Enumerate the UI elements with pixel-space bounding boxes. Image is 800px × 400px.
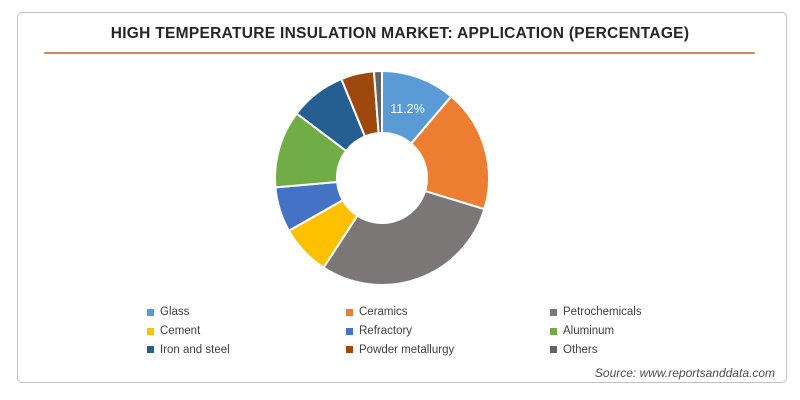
title-underline <box>44 52 755 54</box>
legend-marker-powder-metallurgy <box>346 346 353 354</box>
slice-others <box>372 69 383 135</box>
legend-marker-iron-and-steel <box>147 346 154 354</box>
legend-item-refractory: Refractory <box>346 325 550 337</box>
legend-marker-petrochemicals <box>550 308 557 316</box>
legend-label: Powder metallurgy <box>359 343 455 356</box>
legend-item-glass: Glass <box>147 306 346 318</box>
legend-marker-cement <box>147 327 154 335</box>
legend-label: Ceramics <box>359 306 408 319</box>
legend-marker-glass <box>147 308 154 316</box>
legend-marker-aluminum <box>550 327 557 335</box>
legend-item-others: Others <box>550 344 710 356</box>
legend-item-cement: Cement <box>147 325 346 337</box>
legend-marker-ceramics <box>346 308 353 316</box>
source-note: Source: www.reportsanddata.com <box>594 366 775 380</box>
legend-item-aluminum: Aluminum <box>550 325 710 337</box>
slice-ceramics <box>410 95 490 211</box>
legend-item-iron-and-steel: Iron and steel <box>147 344 346 356</box>
legend-marker-refractory <box>346 327 353 335</box>
legend-item-ceramics: Ceramics <box>346 306 550 318</box>
legend-label: Glass <box>160 306 190 319</box>
legend-label: Iron and steel <box>160 343 230 356</box>
slice-data-label: 11.2% <box>390 102 425 116</box>
legend: Glass Ceramics Petrochemicals Cement Ref… <box>147 303 710 359</box>
legend-label: Cement <box>160 325 201 338</box>
legend-label: Others <box>563 343 598 356</box>
legend-label: Refractory <box>359 325 413 338</box>
legend-label: Aluminum <box>563 325 615 338</box>
legend-marker-others <box>550 346 557 354</box>
legend-label: Petrochemicals <box>563 306 642 319</box>
page-title: HIGH TEMPERATURE INSULATION MARKET: APPL… <box>110 25 690 42</box>
legend-item-powder-metallurgy: Powder metallurgy <box>346 344 550 356</box>
legend-item-petrochemicals: Petrochemicals <box>550 306 710 318</box>
slice-petrochemicals <box>322 190 486 286</box>
